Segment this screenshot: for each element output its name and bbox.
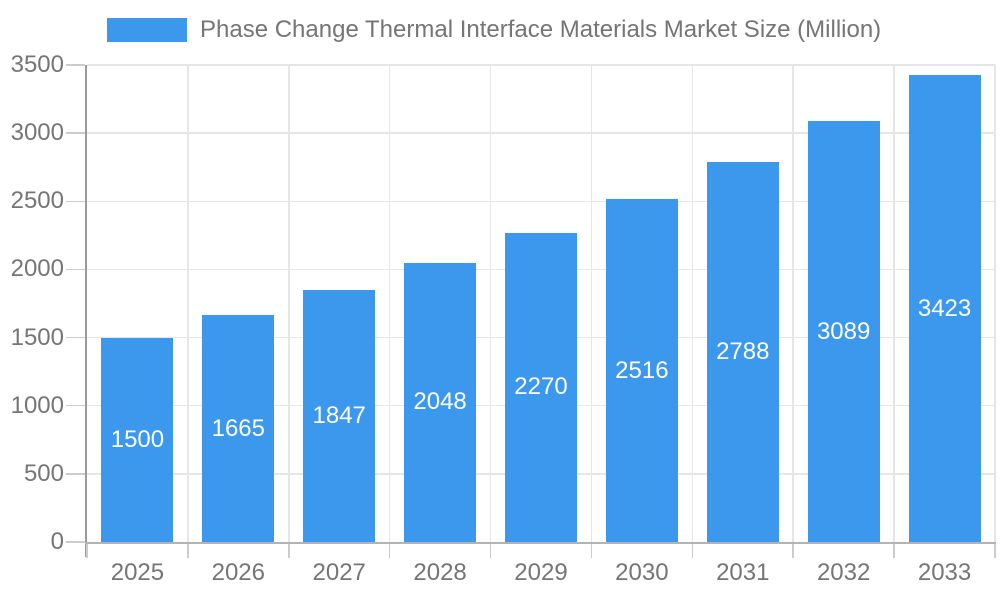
bar-value-label: 2788 <box>716 338 770 366</box>
y-axis-tick <box>66 64 85 66</box>
x-axis-tick <box>86 544 88 558</box>
x-axis-tick-label: 2029 <box>514 559 568 586</box>
x-axis-tick <box>187 544 189 558</box>
v-gridline <box>590 65 593 542</box>
x-axis-tick <box>590 544 593 558</box>
y-axis-tick-label: 0 <box>50 528 64 555</box>
x-axis-tick <box>489 544 492 558</box>
legend-color-swatch <box>107 18 187 42</box>
x-axis-tick-label: 2031 <box>716 559 770 586</box>
y-axis-line <box>85 65 87 557</box>
v-gridline <box>893 65 895 542</box>
x-axis-tick <box>388 544 391 558</box>
y-axis-tick-label: 2000 <box>10 255 64 283</box>
legend-item[interactable]: Phase Change Thermal Interface Materials… <box>107 16 881 44</box>
v-gridline <box>489 65 492 542</box>
v-gridline <box>691 65 694 542</box>
x-axis-tick <box>893 544 895 558</box>
bar-2030[interactable] <box>605 199 678 542</box>
x-axis-tick-label: 2027 <box>312 559 366 586</box>
x-axis-tick-label: 2032 <box>816 559 871 586</box>
bar-2031[interactable] <box>706 162 779 542</box>
v-gridline <box>792 65 794 542</box>
bar-2026[interactable] <box>202 315 275 542</box>
bar-value-label: 3089 <box>816 317 871 345</box>
v-gridline <box>388 65 391 542</box>
y-axis-tick <box>66 336 85 339</box>
y-axis-tick <box>66 132 85 134</box>
bar-value-label: 3423 <box>917 294 972 322</box>
bar-value-label: 2048 <box>413 388 467 416</box>
y-axis-tick-label: 3000 <box>10 119 64 147</box>
x-axis-tick-label: 2030 <box>615 559 669 586</box>
y-axis-tick-label: 3500 <box>10 51 64 78</box>
h-gridline <box>87 64 996 66</box>
x-axis-tick <box>994 544 996 558</box>
y-axis-tick-label: 1500 <box>10 323 64 351</box>
y-axis-tick-label: 500 <box>23 459 64 487</box>
v-gridline <box>187 65 189 542</box>
x-axis-tick <box>691 544 694 558</box>
bar-value-label: 1847 <box>312 402 366 430</box>
y-axis-tick <box>66 473 85 475</box>
legend-series-label: Phase Change Thermal Interface Materials… <box>200 16 882 43</box>
y-axis-tick <box>66 404 85 407</box>
bar-value-label: 1665 <box>211 414 265 442</box>
y-axis-tick-label: 2500 <box>10 187 64 215</box>
bar-value-label: 2516 <box>615 356 669 384</box>
y-axis-tick <box>66 268 85 271</box>
x-axis-tick <box>792 544 794 558</box>
bar-2025[interactable] <box>101 337 174 542</box>
v-gridline <box>994 65 996 542</box>
bar-2033[interactable] <box>908 75 981 542</box>
y-axis-tick <box>66 541 85 543</box>
h-gridline <box>87 200 996 203</box>
y-axis-tick-label: 1000 <box>10 391 64 419</box>
v-gridline <box>288 65 290 542</box>
bar-value-label: 2270 <box>514 373 568 401</box>
bar-value-label: 1500 <box>110 425 165 453</box>
x-axis-tick <box>288 544 290 558</box>
x-axis-tick-label: 2028 <box>413 559 467 586</box>
x-axis-tick-label: 2026 <box>211 559 265 586</box>
bar-2027[interactable] <box>303 290 376 542</box>
x-axis-line <box>85 542 996 544</box>
x-axis-tick-label: 2025 <box>110 559 165 586</box>
h-gridline <box>87 132 996 134</box>
y-axis-tick <box>66 200 85 203</box>
x-axis-tick-label: 2033 <box>917 559 972 586</box>
bar-2028[interactable] <box>404 262 477 542</box>
bar-2029[interactable] <box>505 232 577 542</box>
bar-2032[interactable] <box>807 121 880 542</box>
